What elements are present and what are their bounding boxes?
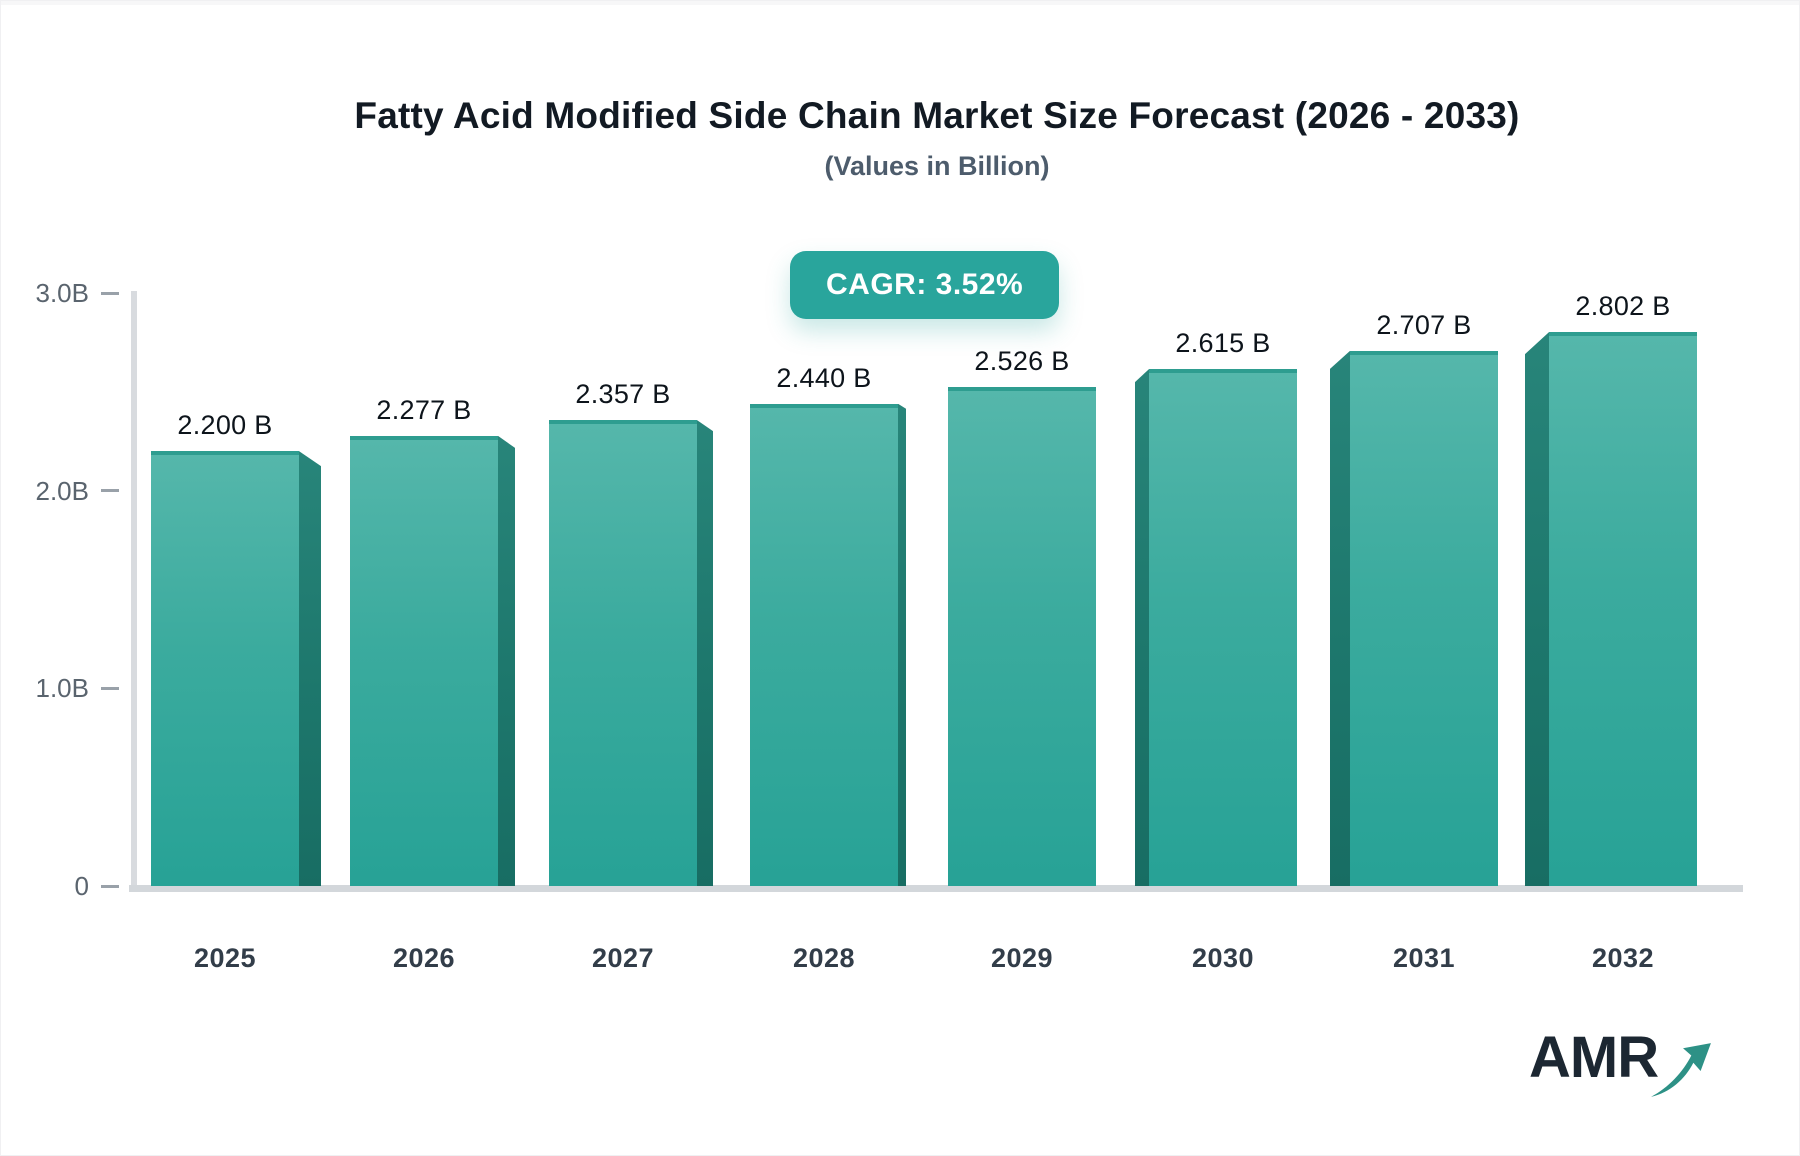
bar-side-face bbox=[898, 403, 906, 886]
y-axis-tick-dash bbox=[101, 686, 119, 690]
bar bbox=[350, 435, 498, 886]
bar bbox=[1350, 350, 1498, 886]
page-subtitle: (Values in Billion) bbox=[824, 151, 1050, 181]
bar-value-label: 2.526 B bbox=[974, 345, 1070, 376]
amr-logo: AMR bbox=[1529, 1029, 1716, 1101]
bar-side-face bbox=[1330, 350, 1350, 886]
y-axis-tick-dash bbox=[101, 884, 119, 888]
bar-year-label: 2032 bbox=[1591, 943, 1655, 973]
bar-value-label: 2.357 B bbox=[575, 379, 671, 410]
y-axis-tick-label: 1.0B bbox=[35, 673, 90, 704]
y-axis-line bbox=[131, 291, 137, 886]
bar bbox=[549, 420, 697, 886]
bar-value-label: 2.615 B bbox=[1175, 328, 1271, 359]
bar bbox=[1149, 369, 1297, 886]
bar-year-label: 2031 bbox=[1392, 943, 1456, 973]
bar bbox=[1549, 332, 1697, 886]
cagr-badge: CAGR: 3.52% bbox=[790, 251, 1060, 319]
y-axis-tick-dash bbox=[101, 489, 119, 493]
bar-value-label: 2.440 B bbox=[776, 362, 872, 393]
bar-year-label: 2028 bbox=[792, 943, 856, 973]
bar-value-label: 2.707 B bbox=[1376, 309, 1472, 340]
cagr-badge-text: CAGR: 3.52% bbox=[826, 268, 1024, 301]
y-axis-tick-label: 0 bbox=[74, 871, 89, 901]
bar bbox=[948, 386, 1096, 886]
bar-side-face bbox=[299, 451, 321, 886]
amr-logo-text: AMR bbox=[1529, 1025, 1659, 1090]
bar-year-label: 2026 bbox=[392, 943, 456, 973]
bar-year-label: 2027 bbox=[591, 943, 655, 973]
bar-value-label: 2.277 B bbox=[376, 394, 472, 425]
y-axis-tick-label: 2.0B bbox=[35, 475, 90, 506]
page-title: Fatty Acid Modified Side Chain Market Si… bbox=[354, 95, 1520, 136]
x-axis-line bbox=[129, 885, 1743, 892]
bar bbox=[151, 451, 299, 886]
bar-year-label: 2025 bbox=[193, 943, 257, 973]
y-axis-tick-label: 3.0B bbox=[35, 278, 90, 308]
bar-side-face bbox=[1525, 332, 1549, 886]
y-axis-tick-dash bbox=[101, 291, 119, 295]
bar-value-label: 2.802 B bbox=[1575, 291, 1671, 322]
bar-side-face bbox=[697, 420, 713, 886]
bar-year-label: 2030 bbox=[1191, 943, 1255, 973]
bar-side-face bbox=[498, 435, 515, 886]
growth-arrow-icon bbox=[1651, 1043, 1712, 1097]
bar-side-face bbox=[1135, 369, 1149, 886]
bar bbox=[750, 403, 898, 886]
bar-value-label: 2.200 B bbox=[177, 410, 273, 441]
bar-year-label: 2029 bbox=[990, 943, 1054, 973]
